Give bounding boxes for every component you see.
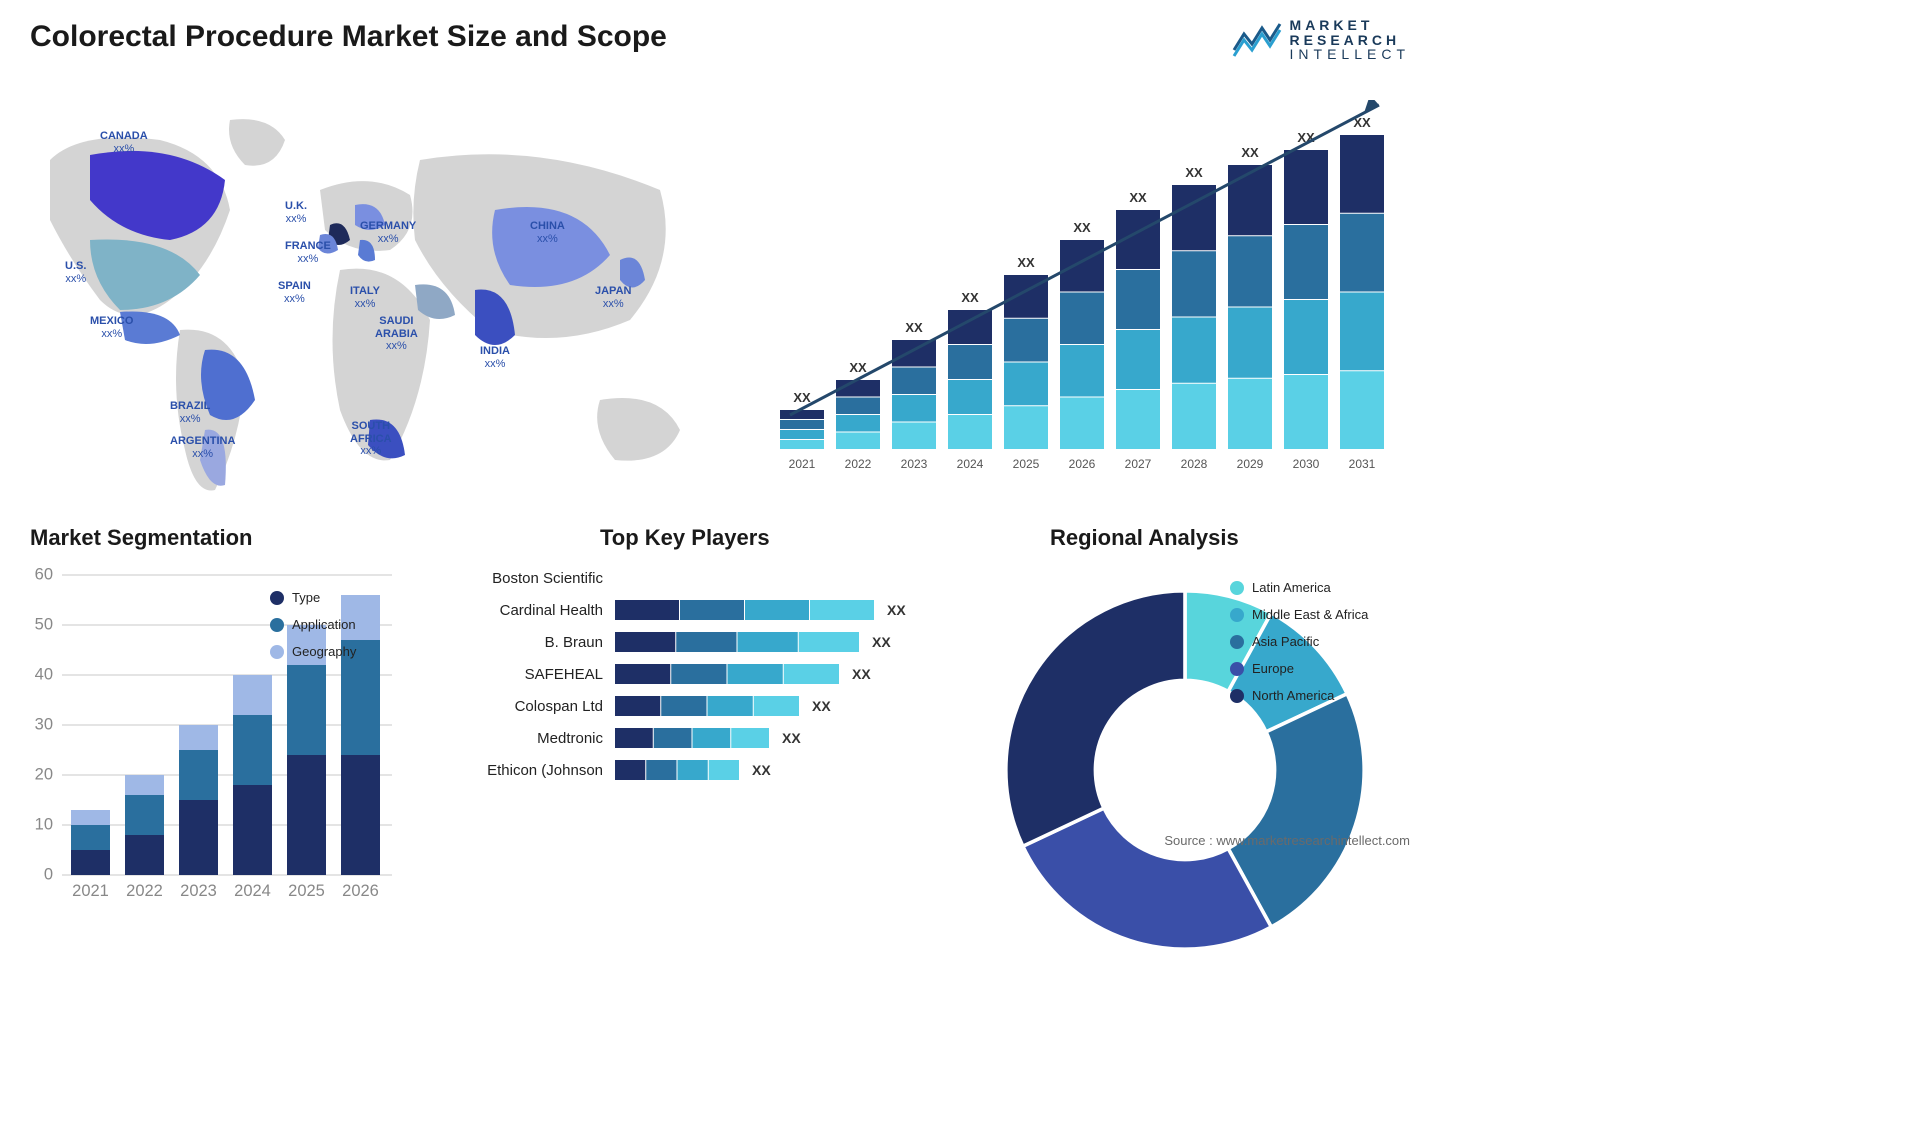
brand-logo: MARKET RESEARCH INTELLECT <box>1232 18 1410 62</box>
svg-text:2024: 2024 <box>234 882 271 900</box>
svg-text:Colospan Ltd: Colospan Ltd <box>515 698 603 715</box>
logo-icon <box>1232 20 1282 60</box>
svg-text:SAFEHEAL: SAFEHEAL <box>525 666 603 683</box>
map-label: SPAINxx% <box>278 280 311 305</box>
map-label: BRAZILxx% <box>170 400 210 425</box>
svg-text:XX: XX <box>793 390 811 405</box>
players-title: Top Key Players <box>600 525 770 551</box>
svg-text:XX: XX <box>812 698 831 714</box>
svg-text:2021: 2021 <box>72 882 109 900</box>
svg-text:XX: XX <box>1185 165 1203 180</box>
svg-text:20: 20 <box>35 766 53 784</box>
svg-text:Boston Scientific: Boston Scientific <box>492 570 603 587</box>
segmentation-legend: Type Application Geography <box>270 590 356 671</box>
svg-text:B. Braun: B. Braun <box>545 634 603 651</box>
svg-text:XX: XX <box>782 730 801 746</box>
map-label: JAPANxx% <box>595 285 631 310</box>
svg-text:2028: 2028 <box>1181 457 1208 471</box>
map-label: U.K.xx% <box>285 200 307 225</box>
map-label: U.S.xx% <box>65 260 86 285</box>
svg-text:2025: 2025 <box>1013 457 1040 471</box>
map-label: INDIAxx% <box>480 345 510 370</box>
main-growth-chart: XX 2021 XX 2022 XX 2023 XX 2024 XX 2025 XX 2026 XX 20… <box>770 100 1410 480</box>
svg-text:30: 30 <box>35 716 53 734</box>
svg-text:50: 50 <box>35 616 53 634</box>
logo-line3: INTELLECT <box>1290 47 1410 62</box>
svg-text:XX: XX <box>752 762 771 778</box>
regional-title: Regional Analysis <box>1050 525 1239 551</box>
map-label: SOUTHAFRICAxx% <box>350 420 392 458</box>
svg-text:XX: XX <box>905 320 923 335</box>
map-label: CANADAxx% <box>100 130 148 155</box>
svg-text:XX: XX <box>887 602 906 618</box>
svg-text:Cardinal Health: Cardinal Health <box>500 602 603 619</box>
svg-text:2026: 2026 <box>342 882 379 900</box>
svg-text:XX: XX <box>961 290 979 305</box>
svg-text:XX: XX <box>1073 220 1091 235</box>
svg-text:10: 10 <box>35 816 53 834</box>
legend-item: Middle East & Africa <box>1230 607 1368 622</box>
map-label: MEXICOxx% <box>90 315 133 340</box>
svg-text:XX: XX <box>852 666 871 682</box>
legend-item: North America <box>1230 688 1368 703</box>
segmentation-title: Market Segmentation <box>30 525 253 551</box>
svg-text:XX: XX <box>1241 145 1259 160</box>
svg-text:2023: 2023 <box>180 882 217 900</box>
svg-text:XX: XX <box>849 360 867 375</box>
svg-text:2022: 2022 <box>845 457 872 471</box>
svg-text:2022: 2022 <box>126 882 163 900</box>
svg-text:2024: 2024 <box>957 457 984 471</box>
svg-text:60: 60 <box>35 566 53 584</box>
legend-item: Type <box>270 590 356 605</box>
world-map: CANADAxx% U.S.xx% MEXICOxx% BRAZILxx% ARGENT… <box>20 100 720 500</box>
legend-item: Latin America <box>1230 580 1368 595</box>
svg-text:40: 40 <box>35 666 53 684</box>
svg-text:2023: 2023 <box>901 457 928 471</box>
key-players-chart: Boston Scientific Cardinal Health XX B. Bra… <box>455 560 945 820</box>
svg-text:2029: 2029 <box>1237 457 1264 471</box>
map-label: ITALYxx% <box>350 285 380 310</box>
source-text: Source : www.marketresearchintellect.com <box>1164 833 1410 848</box>
legend-item: Europe <box>1230 661 1368 676</box>
svg-text:2027: 2027 <box>1125 457 1152 471</box>
svg-text:2030: 2030 <box>1293 457 1320 471</box>
map-label: SAUDIARABIAxx% <box>375 315 418 353</box>
legend-item: Geography <box>270 644 356 659</box>
map-label: CHINAxx% <box>530 220 565 245</box>
svg-text:Medtronic: Medtronic <box>537 730 603 747</box>
svg-text:XX: XX <box>872 634 891 650</box>
svg-text:2031: 2031 <box>1349 457 1376 471</box>
legend-item: Asia Pacific <box>1230 634 1368 649</box>
logo-line1: MARKET <box>1290 18 1410 33</box>
page-title: Colorectal Procedure Market Size and Sco… <box>30 20 667 54</box>
svg-text:XX: XX <box>1129 190 1147 205</box>
map-label: FRANCExx% <box>285 240 331 265</box>
logo-line2: RESEARCH <box>1290 33 1410 48</box>
map-label: ARGENTINAxx% <box>170 435 235 460</box>
svg-text:2025: 2025 <box>288 882 325 900</box>
legend-item: Application <box>270 617 356 632</box>
regional-legend: Latin America Middle East & Africa Asia Pa… <box>1230 580 1368 715</box>
svg-text:Ethicon (Johnson: Ethicon (Johnson <box>487 762 603 779</box>
svg-text:2026: 2026 <box>1069 457 1096 471</box>
svg-text:2021: 2021 <box>789 457 816 471</box>
svg-text:0: 0 <box>44 866 53 884</box>
map-label: GERMANYxx% <box>360 220 416 245</box>
svg-text:XX: XX <box>1017 255 1035 270</box>
